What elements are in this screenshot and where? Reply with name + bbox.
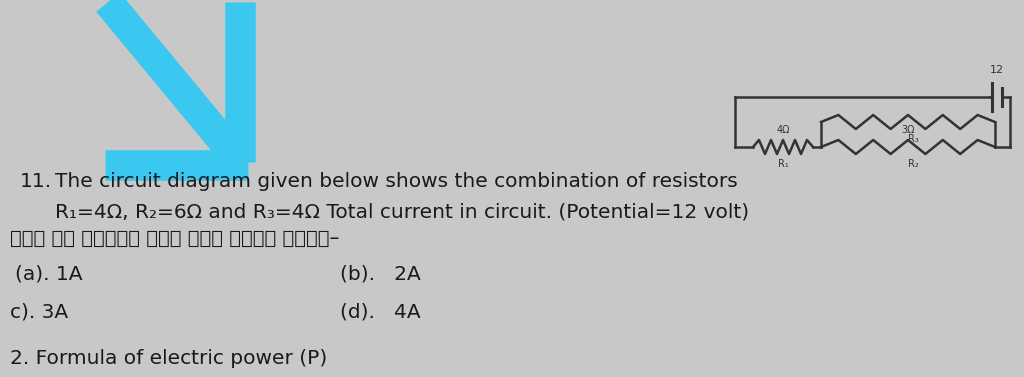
Text: 4Ω: 4Ω — [776, 125, 790, 135]
Text: R₁: R₁ — [777, 159, 788, 169]
Text: 12: 12 — [990, 65, 1005, 75]
Text: R₂: R₂ — [907, 159, 919, 169]
Text: दिए गए परिपथ में कुल धारा होगी–: दिए गए परिपथ में कुल धारा होगी– — [10, 229, 339, 248]
Text: 11.: 11. — [20, 172, 52, 191]
Text: c). 3A: c). 3A — [10, 302, 69, 321]
Text: (d).   4A: (d). 4A — [340, 302, 421, 321]
Text: 3Ω: 3Ω — [901, 125, 914, 135]
Text: 2. Formula of electric power (P): 2. Formula of electric power (P) — [10, 349, 328, 368]
Text: R₁=4Ω, R₂=6Ω and R₃=4Ω Total current in circuit. (Potential=12 volt): R₁=4Ω, R₂=6Ω and R₃=4Ω Total current in … — [55, 202, 750, 221]
Text: (a). 1A: (a). 1A — [15, 265, 83, 284]
Text: (b).   2A: (b). 2A — [340, 265, 421, 284]
Text: The circuit diagram given below shows the combination of resistors: The circuit diagram given below shows th… — [55, 172, 737, 191]
Text: R₃: R₃ — [907, 134, 919, 144]
